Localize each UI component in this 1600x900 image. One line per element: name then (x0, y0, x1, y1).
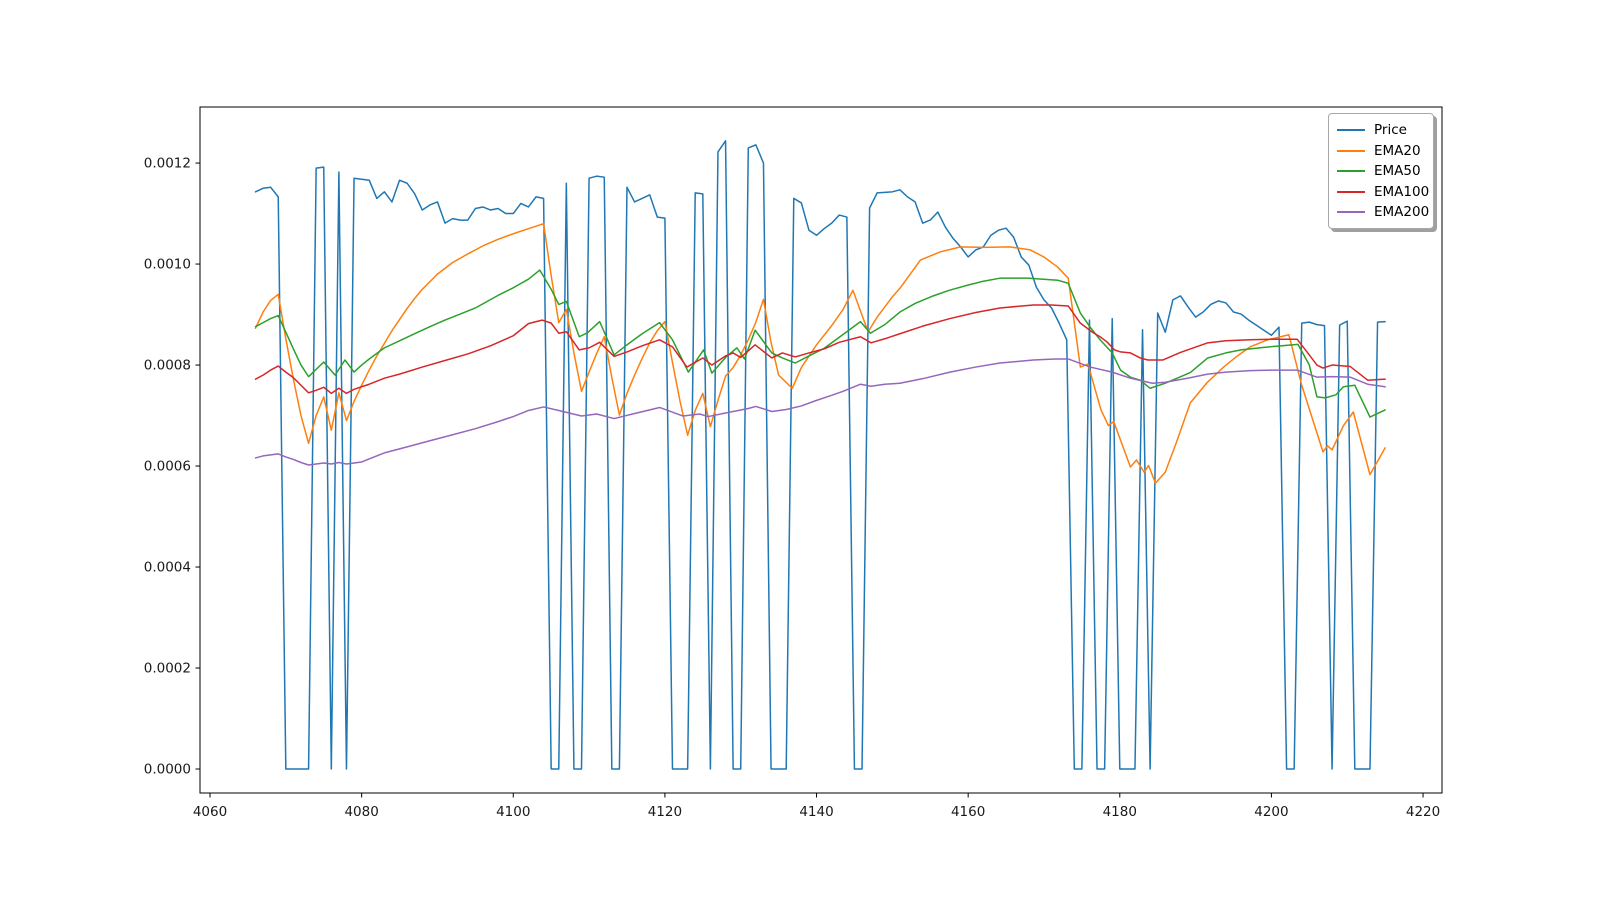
price-line (254, 140, 1386, 770)
ema50-line (254, 269, 1386, 418)
y-tick-label: 0.0002 (144, 661, 191, 677)
legend-entry-ema200: EMA200 (1337, 202, 1429, 223)
legend-label: EMA100 (1374, 183, 1430, 200)
series-lines (254, 140, 1386, 770)
legend-entry-price: Price (1337, 120, 1425, 141)
legend-swatch-ema20 (1337, 149, 1365, 152)
x-tick-label: 4140 (799, 804, 833, 820)
x-tick-label: 4160 (951, 804, 985, 820)
legend-label: Price (1374, 122, 1407, 139)
plot-frame (199, 106, 1443, 794)
legend-label: EMA20 (1374, 142, 1421, 159)
y-tick-label: 0.0006 (144, 459, 191, 475)
legend-entry-ema100: EMA100 (1337, 182, 1429, 203)
x-tick-label: 4080 (344, 804, 378, 820)
ema100-line (254, 304, 1386, 395)
x-tick-label: 4120 (648, 804, 682, 820)
y-tick-label: 0.0012 (144, 156, 191, 172)
legend-entry-ema50: EMA50 (1337, 161, 1425, 182)
x-tick-label: 4200 (1254, 804, 1288, 820)
x-tick-label: 4220 (1406, 804, 1440, 820)
legend-swatch-ema100 (1337, 190, 1365, 193)
ema200-line (254, 358, 1386, 466)
plot-border (199, 106, 1443, 794)
y-tick-label: 0.0000 (144, 762, 191, 778)
legend-swatch-ema50 (1337, 170, 1365, 173)
x-tick-label: 4060 (193, 804, 227, 820)
y-tick-label: 0.0010 (144, 257, 191, 273)
y-tick-label: 0.0008 (144, 358, 191, 374)
x-axis-ticks: 4060 4080 4100 4120 4140 4160 4180 4200 4220 (193, 793, 1440, 820)
y-axis-ticks: 0.0000 0.0002 0.0004 0.0006 0.0008 0.0010 0.00… (144, 156, 200, 778)
legend-swatch-ema200 (1337, 211, 1365, 214)
y-tick-label: 0.0004 (144, 560, 191, 576)
x-tick-label: 4180 (1103, 804, 1137, 820)
x-tick-label: 4100 (496, 804, 530, 820)
ema20-line (254, 222, 1386, 484)
legend-swatch-price (1337, 129, 1365, 132)
legend: Price EMA20 EMA50 EMA100 EMA200 (1328, 113, 1434, 229)
legend-entry-ema20: EMA20 (1337, 141, 1425, 162)
legend-label: EMA200 (1374, 204, 1430, 221)
legend-label: EMA50 (1374, 163, 1421, 180)
